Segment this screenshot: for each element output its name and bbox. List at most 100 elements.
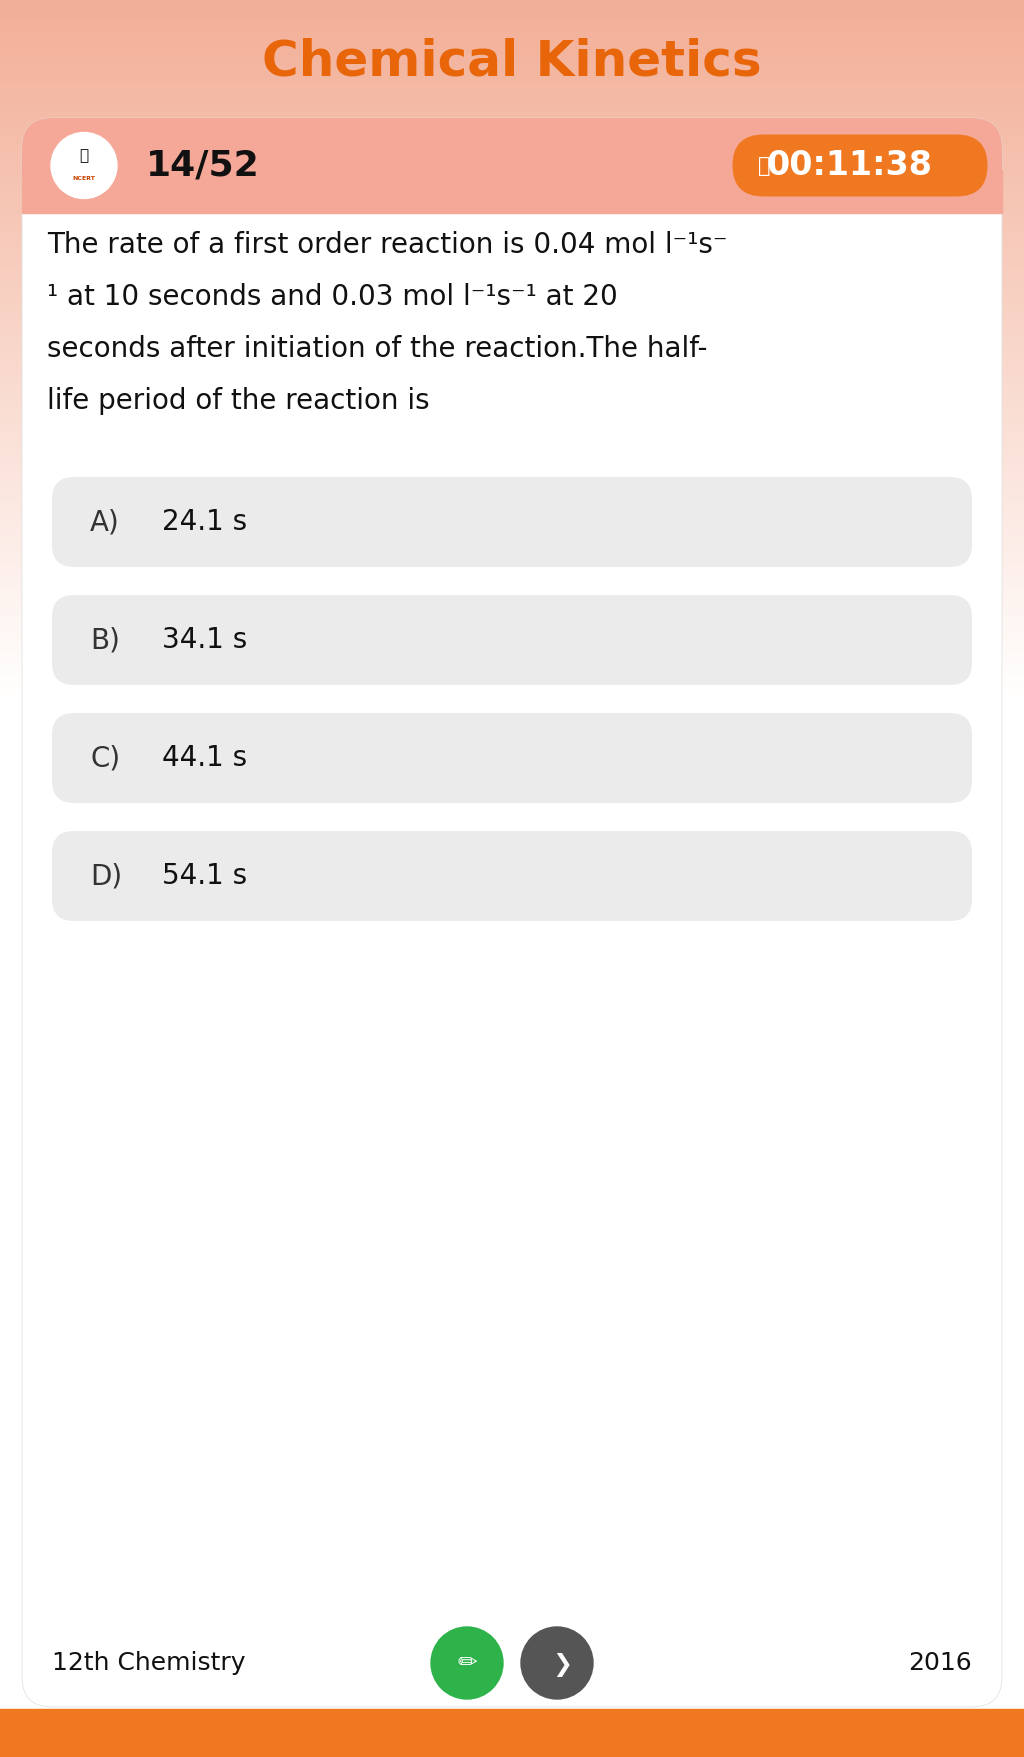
- Circle shape: [51, 132, 117, 199]
- Bar: [0, 251, 1024, 258]
- Bar: [0, 1054, 1024, 1059]
- Bar: [0, 984, 1024, 989]
- Bar: [0, 1569, 1024, 1576]
- Bar: [0, 1458, 1024, 1464]
- Text: 12th Chemistry: 12th Chemistry: [52, 1652, 246, 1674]
- Bar: [0, 1235, 1024, 1242]
- Bar: [0, 434, 1024, 439]
- Bar: [0, 304, 1024, 311]
- Bar: [0, 1441, 1024, 1446]
- Bar: [0, 961, 1024, 966]
- Bar: [0, 1160, 1024, 1165]
- Bar: [0, 1435, 1024, 1441]
- Bar: [0, 1177, 1024, 1182]
- Text: D): D): [90, 863, 122, 891]
- Bar: [0, 206, 1024, 211]
- Bar: [0, 785, 1024, 791]
- Bar: [0, 1634, 1024, 1639]
- Bar: [0, 1710, 1024, 1757]
- Bar: [0, 1629, 1024, 1634]
- Text: ✏: ✏: [457, 1652, 477, 1674]
- Bar: [0, 884, 1024, 891]
- Circle shape: [431, 1627, 503, 1699]
- Bar: [0, 1277, 1024, 1283]
- Bar: [0, 1639, 1024, 1646]
- Bar: [0, 838, 1024, 843]
- Bar: [0, 1031, 1024, 1037]
- FancyBboxPatch shape: [732, 135, 987, 197]
- Bar: [0, 791, 1024, 796]
- Bar: [0, 557, 1024, 562]
- Bar: [0, 193, 1024, 199]
- Bar: [0, 510, 1024, 515]
- Bar: [0, 1212, 1024, 1218]
- Bar: [0, 1722, 1024, 1727]
- Bar: [0, 821, 1024, 826]
- Bar: [0, 1335, 1024, 1341]
- Bar: [0, 1089, 1024, 1095]
- Text: C): C): [90, 743, 120, 771]
- Bar: [0, 1130, 1024, 1137]
- Bar: [0, 1388, 1024, 1393]
- Text: life period of the reaction is: life period of the reaction is: [47, 387, 430, 415]
- Bar: [0, 1247, 1024, 1253]
- Bar: [0, 597, 1024, 603]
- Bar: [0, 989, 1024, 996]
- Bar: [0, 105, 1024, 111]
- Bar: [0, 264, 1024, 269]
- Bar: [0, 374, 1024, 381]
- Text: 44.1 s: 44.1 s: [162, 743, 247, 771]
- Text: 2016: 2016: [908, 1652, 972, 1674]
- Bar: [0, 1523, 1024, 1529]
- Bar: [0, 351, 1024, 357]
- Bar: [0, 1225, 1024, 1230]
- Text: Chemical Kinetics: Chemical Kinetics: [262, 39, 762, 86]
- Bar: [0, 996, 1024, 1001]
- Bar: [0, 768, 1024, 773]
- Bar: [0, 1681, 1024, 1687]
- Bar: [0, 522, 1024, 527]
- Text: seconds after initiation of the reaction.The half-: seconds after initiation of the reaction…: [47, 336, 708, 364]
- Bar: [0, 93, 1024, 100]
- Bar: [0, 1734, 1024, 1739]
- Bar: [0, 1476, 1024, 1481]
- Bar: [0, 562, 1024, 568]
- Bar: [0, 1072, 1024, 1077]
- Bar: [0, 12, 1024, 18]
- Text: B): B): [90, 625, 120, 654]
- Bar: [0, 778, 1024, 785]
- Bar: [0, 1242, 1024, 1247]
- Bar: [0, 100, 1024, 105]
- Bar: [0, 1084, 1024, 1089]
- Bar: [0, 1406, 1024, 1411]
- Bar: [0, 813, 1024, 821]
- Bar: [0, 1270, 1024, 1277]
- Bar: [0, 720, 1024, 726]
- Bar: [0, 738, 1024, 743]
- Bar: [0, 1752, 1024, 1757]
- Bar: [0, 487, 1024, 492]
- Bar: [0, 1066, 1024, 1072]
- Bar: [0, 1312, 1024, 1318]
- Bar: [0, 1007, 1024, 1014]
- Bar: [0, 1717, 1024, 1722]
- Bar: [0, 1481, 1024, 1488]
- Bar: [0, 1195, 1024, 1200]
- Bar: [0, 1599, 1024, 1604]
- Bar: [0, 1119, 1024, 1124]
- Bar: [0, 234, 1024, 241]
- Bar: [0, 23, 1024, 30]
- Bar: [0, 188, 1024, 193]
- Bar: [0, 76, 1024, 83]
- Text: 00:11:38: 00:11:38: [767, 149, 933, 183]
- Bar: [0, 311, 1024, 316]
- Bar: [0, 163, 1024, 170]
- Bar: [0, 685, 1024, 691]
- Bar: [0, 673, 1024, 680]
- Bar: [0, 773, 1024, 778]
- Bar: [0, 357, 1024, 364]
- Text: ❮: ❮: [547, 1652, 567, 1674]
- Bar: [0, 216, 1024, 223]
- Bar: [0, 908, 1024, 914]
- Bar: [0, 299, 1024, 304]
